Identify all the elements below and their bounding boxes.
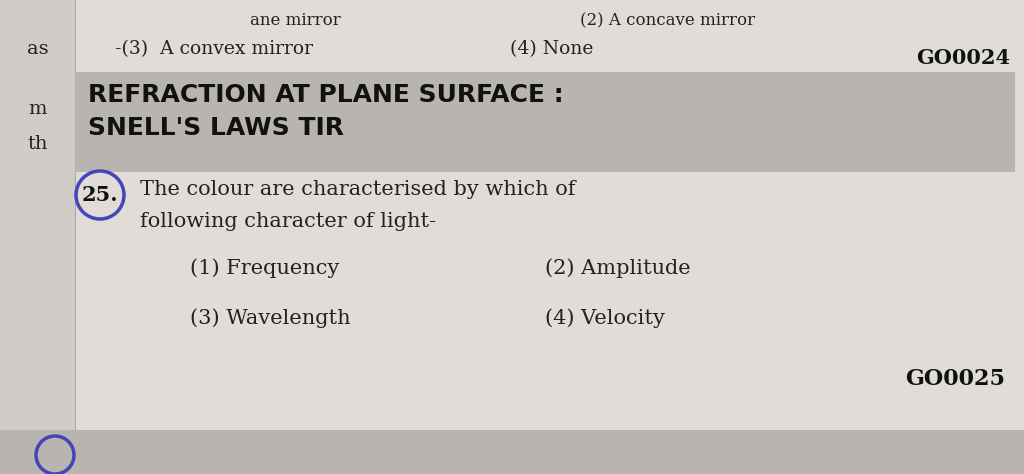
Text: GO0025: GO0025 <box>905 368 1005 390</box>
FancyBboxPatch shape <box>0 430 1024 474</box>
Text: th: th <box>28 135 48 153</box>
FancyBboxPatch shape <box>0 0 75 474</box>
Text: REFRACTION AT PLANE SURFACE :: REFRACTION AT PLANE SURFACE : <box>88 83 563 107</box>
Text: 25.: 25. <box>82 185 119 205</box>
Text: (4) None: (4) None <box>510 40 593 58</box>
Text: (2) Amplitude: (2) Amplitude <box>545 258 690 278</box>
Text: as: as <box>28 40 49 58</box>
Text: -(3)  A convex mirror: -(3) A convex mirror <box>115 40 313 58</box>
Text: GO0024: GO0024 <box>915 48 1010 68</box>
Text: The colour are characterised by which of: The colour are characterised by which of <box>140 180 575 199</box>
Text: m: m <box>29 100 47 118</box>
FancyBboxPatch shape <box>75 72 1015 172</box>
Text: (1) Frequency: (1) Frequency <box>190 258 339 278</box>
Text: (2) A concave mirror: (2) A concave mirror <box>580 12 755 29</box>
Text: (4) Velocity: (4) Velocity <box>545 308 665 328</box>
Text: SNELL'S LAWS TIR: SNELL'S LAWS TIR <box>88 116 344 140</box>
Text: following character of light-: following character of light- <box>140 212 436 231</box>
Text: ane mirror: ane mirror <box>250 12 341 29</box>
Text: (3) Wavelength: (3) Wavelength <box>190 308 350 328</box>
